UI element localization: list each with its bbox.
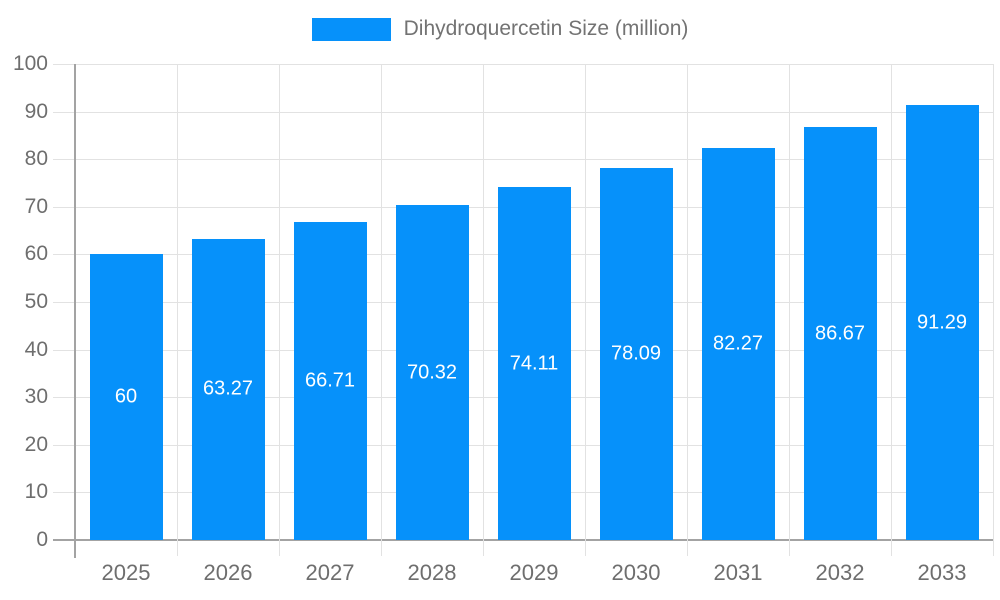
y-gridline	[53, 111, 993, 113]
bar-2025[interactable]	[89, 254, 163, 540]
chart-legend: Dihydroquercetin Size (million)	[0, 17, 1000, 41]
bar-value-label: 78.09	[610, 342, 662, 365]
x-gridline	[381, 64, 382, 556]
bar-value-label: 91.29	[916, 311, 968, 334]
bar-value-label: 60	[114, 385, 138, 408]
bar-2026[interactable]	[191, 238, 265, 540]
bar-value-label: 74.11	[509, 352, 559, 375]
bar-value-label: 70.32	[406, 361, 458, 384]
bar-2028[interactable]	[395, 205, 469, 540]
y-axis-tick-label: 30	[24, 385, 48, 409]
x-axis-tick-label: 2025	[101, 560, 151, 585]
x-axis-tick-label: 2028	[407, 560, 457, 585]
bar-2029[interactable]	[497, 187, 571, 540]
x-axis-tick-label: 2031	[713, 560, 763, 585]
x-gridline	[177, 64, 178, 556]
bar-2030[interactable]	[599, 168, 673, 540]
bar-value-label: 82.27	[712, 332, 764, 355]
bar-value-label: 86.67	[814, 322, 866, 345]
x-axis-tick-label: 2029	[509, 560, 559, 585]
y-axis-tick-label: 60	[24, 242, 48, 266]
x-axis-tick-label: 2027	[305, 560, 355, 585]
y-axis-tick-label: 20	[24, 432, 48, 456]
y-axis-tick-label: 0	[36, 528, 48, 551]
x-gridline	[993, 64, 994, 556]
bar-2033[interactable]	[905, 105, 979, 540]
y-axis-tick-label: 50	[24, 290, 48, 313]
bar-2031[interactable]	[701, 148, 775, 540]
y-axis-line	[74, 64, 76, 558]
bar-value-label: 63.27	[202, 377, 254, 400]
bar-2032[interactable]	[803, 127, 877, 540]
x-gridline	[483, 64, 484, 556]
x-axis-tick-label: 2030	[611, 560, 661, 585]
legend-label: Dihydroquercetin Size (million)	[403, 17, 689, 40]
x-gridline	[789, 64, 790, 556]
x-gridline	[891, 64, 892, 556]
legend-swatch-icon	[311, 17, 391, 41]
x-gridline	[279, 64, 280, 556]
y-axis-tick-label: 40	[24, 337, 48, 361]
bar-value-label: 66.71	[304, 369, 356, 392]
bar-2027[interactable]	[293, 222, 367, 540]
y-axis-tick-label: 90	[24, 99, 48, 123]
y-axis-tick-label: 100	[12, 52, 48, 75]
y-gridline	[53, 159, 993, 161]
y-axis-tick-label: 10	[24, 480, 48, 504]
x-axis-tick-label: 2032	[815, 560, 865, 585]
legend-item[interactable]: Dihydroquercetin Size (million)	[311, 17, 689, 41]
x-axis-tick-label: 2033	[917, 560, 967, 585]
y-axis-tick-label: 80	[24, 147, 48, 171]
y-axis-tick-label: 70	[24, 194, 48, 218]
x-gridline	[687, 64, 688, 556]
y-gridline	[53, 64, 993, 65]
x-gridline	[585, 64, 586, 556]
x-axis-line	[53, 539, 993, 541]
x-axis-tick-label: 2026	[203, 560, 253, 585]
